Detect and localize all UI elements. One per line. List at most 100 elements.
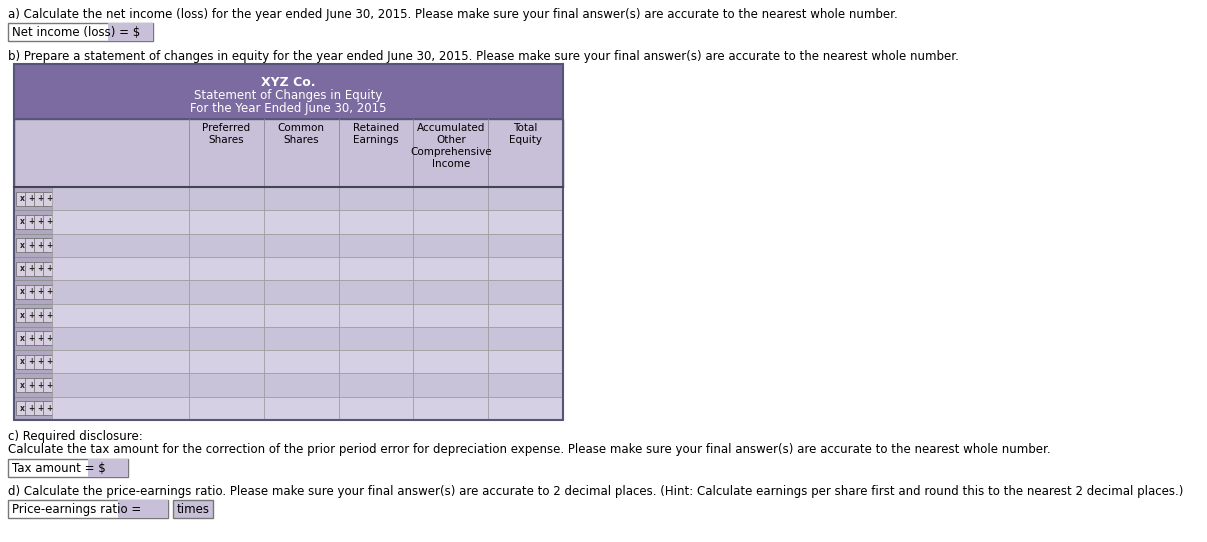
Text: XYZ Co.: XYZ Co. [261,76,316,89]
FancyBboxPatch shape [34,262,47,275]
FancyBboxPatch shape [14,350,52,373]
Text: x: x [19,264,24,273]
FancyBboxPatch shape [14,257,52,280]
FancyBboxPatch shape [414,257,488,280]
FancyBboxPatch shape [414,234,488,257]
FancyBboxPatch shape [24,262,37,275]
FancyBboxPatch shape [339,350,414,373]
FancyBboxPatch shape [264,280,339,304]
FancyBboxPatch shape [52,257,189,280]
FancyBboxPatch shape [42,285,56,299]
FancyBboxPatch shape [488,234,562,257]
FancyBboxPatch shape [414,373,488,397]
Text: +: + [46,357,52,366]
Text: Accumulated: Accumulated [416,123,485,133]
FancyBboxPatch shape [52,327,189,350]
Text: Income: Income [432,159,470,169]
FancyBboxPatch shape [414,397,488,420]
FancyBboxPatch shape [24,355,37,369]
FancyBboxPatch shape [14,210,52,234]
FancyBboxPatch shape [264,257,339,280]
FancyBboxPatch shape [488,257,562,280]
FancyBboxPatch shape [14,119,562,187]
Text: +: + [46,217,52,227]
FancyBboxPatch shape [16,355,29,369]
FancyBboxPatch shape [14,187,52,210]
FancyBboxPatch shape [16,215,29,229]
Text: +: + [37,334,43,343]
Text: Equity: Equity [509,135,542,145]
Text: a) Calculate the net income (loss) for the year ended June 30, 2015. Please make: a) Calculate the net income (loss) for t… [8,8,898,21]
Text: Retained: Retained [352,123,400,133]
Text: x: x [19,217,24,227]
FancyBboxPatch shape [339,327,414,350]
FancyBboxPatch shape [14,234,52,257]
FancyBboxPatch shape [34,308,47,322]
Text: b) Prepare a statement of changes in equity for the year ended June 30, 2015. Pl: b) Prepare a statement of changes in equ… [8,50,958,63]
Text: Comprehensive: Comprehensive [410,147,491,157]
FancyBboxPatch shape [488,327,562,350]
Text: +: + [46,404,52,413]
FancyBboxPatch shape [42,308,56,322]
Text: Earnings: Earnings [354,135,398,145]
FancyBboxPatch shape [488,187,562,210]
FancyBboxPatch shape [16,285,29,299]
Text: +: + [28,287,34,296]
FancyBboxPatch shape [42,332,56,345]
FancyBboxPatch shape [339,373,414,397]
FancyBboxPatch shape [488,373,562,397]
FancyBboxPatch shape [339,280,414,304]
Text: +: + [37,264,43,273]
FancyBboxPatch shape [339,210,414,234]
Text: +: + [37,194,43,203]
FancyBboxPatch shape [24,215,37,229]
FancyBboxPatch shape [189,373,264,397]
Text: Shares: Shares [284,135,319,145]
FancyBboxPatch shape [264,350,339,373]
Text: +: + [46,241,52,250]
FancyBboxPatch shape [52,397,189,420]
FancyBboxPatch shape [264,327,339,350]
FancyBboxPatch shape [16,332,29,345]
Text: +: + [28,357,34,366]
FancyBboxPatch shape [189,257,264,280]
FancyBboxPatch shape [24,238,37,252]
Text: +: + [28,311,34,320]
FancyBboxPatch shape [42,215,56,229]
FancyBboxPatch shape [34,378,47,392]
FancyBboxPatch shape [264,210,339,234]
Text: Total: Total [513,123,538,133]
FancyBboxPatch shape [414,350,488,373]
Text: x: x [19,194,24,203]
FancyBboxPatch shape [488,210,562,234]
Text: +: + [37,311,43,320]
FancyBboxPatch shape [264,187,339,210]
FancyBboxPatch shape [264,397,339,420]
FancyBboxPatch shape [264,234,339,257]
Text: +: + [28,264,34,273]
FancyBboxPatch shape [173,500,212,518]
Text: +: + [46,334,52,343]
FancyBboxPatch shape [52,234,189,257]
FancyBboxPatch shape [24,401,37,415]
FancyBboxPatch shape [118,500,168,518]
Text: +: + [37,357,43,366]
FancyBboxPatch shape [264,373,339,397]
FancyBboxPatch shape [16,378,29,392]
Text: +: + [28,241,34,250]
FancyBboxPatch shape [107,23,153,41]
Text: x: x [19,380,24,390]
FancyBboxPatch shape [34,285,47,299]
FancyBboxPatch shape [189,187,264,210]
Text: +: + [28,194,34,203]
FancyBboxPatch shape [52,373,189,397]
FancyBboxPatch shape [24,285,37,299]
FancyBboxPatch shape [339,257,414,280]
FancyBboxPatch shape [34,192,47,205]
FancyBboxPatch shape [42,192,56,205]
FancyBboxPatch shape [488,397,562,420]
FancyBboxPatch shape [414,327,488,350]
FancyBboxPatch shape [14,397,52,420]
FancyBboxPatch shape [34,215,47,229]
Text: x: x [19,241,24,250]
